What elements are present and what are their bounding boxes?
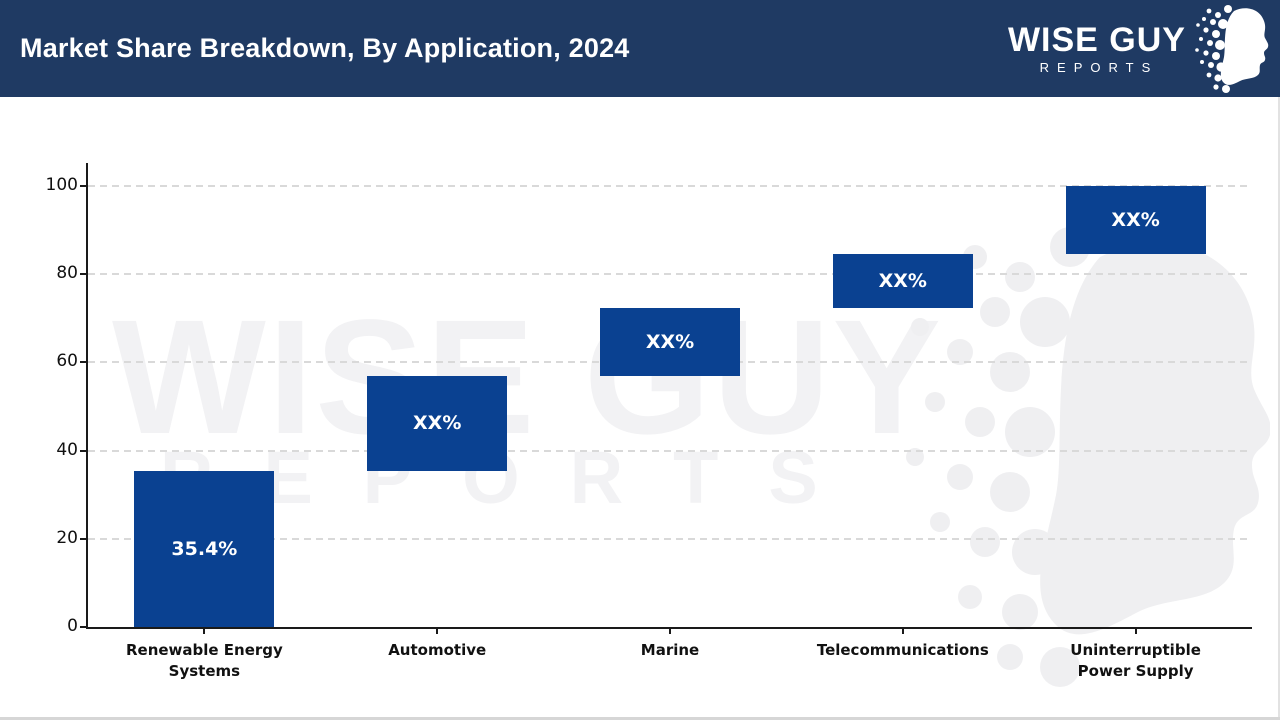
x-axis-spine: [86, 627, 1252, 629]
x-axis-tick-label: Automotive: [388, 641, 487, 659]
y-tick-mark: [80, 537, 88, 540]
logo-reports-label: REPORTS: [1039, 59, 1159, 75]
y-tick-mark: [80, 361, 88, 364]
right-border: [1278, 97, 1280, 717]
bar-automotive: XX%: [367, 375, 508, 471]
y-axis-tick-label: 100: [45, 175, 78, 195]
plot-area: 0 20 40 60 80 100 35.4% Renewable Energy Systems…: [0, 97, 1280, 717]
y-tick-mark: [80, 273, 88, 276]
y-axis-tick-label: 20: [56, 527, 78, 548]
x-axis-tick-label: Marine: [640, 641, 700, 659]
bar-value-label: XX%: [1111, 208, 1160, 231]
gridline: [88, 185, 1252, 187]
x-tick-mark: [669, 627, 671, 634]
logo-wiseguy-label: WISE GUY: [1007, 20, 1186, 59]
page-title: Market Share Breakdown, By Application, …: [20, 33, 630, 63]
logo: WISE GUY REPORTS: [1008, 3, 1272, 95]
header: Market Share Breakdown, By Application, …: [0, 0, 1280, 97]
y-axis-tick-label: 0: [67, 616, 78, 636]
y-tick-mark: [80, 449, 88, 452]
x-axis-tick-label: Uninterruptible Power Supply: [1070, 641, 1201, 680]
x-axis-tick-label: Renewable Energy Systems: [125, 641, 283, 680]
bar-renewable-energy: 35.4%: [134, 470, 275, 627]
x-tick-mark: [1134, 627, 1137, 634]
x-axis-tick-label: Telecommunications: [816, 641, 989, 659]
x-tick-mark: [203, 627, 206, 634]
bar-telecommunications: XX%: [832, 253, 973, 308]
logo-head-icon: [1195, 4, 1269, 93]
gridline: [88, 449, 1252, 452]
chart-area: WISE GUY REPORTS 0 20 40 60 80 100 35.4% Renewa…: [0, 97, 1280, 717]
watermark-head-icon: [906, 227, 1270, 687]
bar-value-label: XX%: [878, 269, 927, 292]
y-axis-tick-label: 80: [56, 263, 78, 284]
y-tick-mark: [80, 185, 88, 187]
y-axis-spine: [86, 163, 88, 629]
y-axis-tick-label: 40: [56, 439, 78, 460]
bar-value-label: 35.4%: [171, 537, 238, 560]
y-axis-tick-label: 60: [56, 351, 78, 372]
y-tick-mark: [80, 626, 88, 628]
x-tick-mark: [901, 627, 904, 634]
bottom-border: [0, 717, 1280, 720]
gridline: [88, 273, 1252, 276]
bar-marine: XX%: [600, 307, 740, 376]
bar-value-label: XX%: [645, 330, 695, 353]
bar-uninterruptible: XX%: [1065, 186, 1206, 254]
x-tick-mark: [436, 627, 439, 634]
bar-value-label: XX%: [413, 412, 462, 435]
watermark-wiseguy: WISE GUY: [112, 285, 944, 468]
logo-text: WISE GUY REPORTS: [1008, 23, 1186, 75]
gridline: [88, 537, 1252, 540]
